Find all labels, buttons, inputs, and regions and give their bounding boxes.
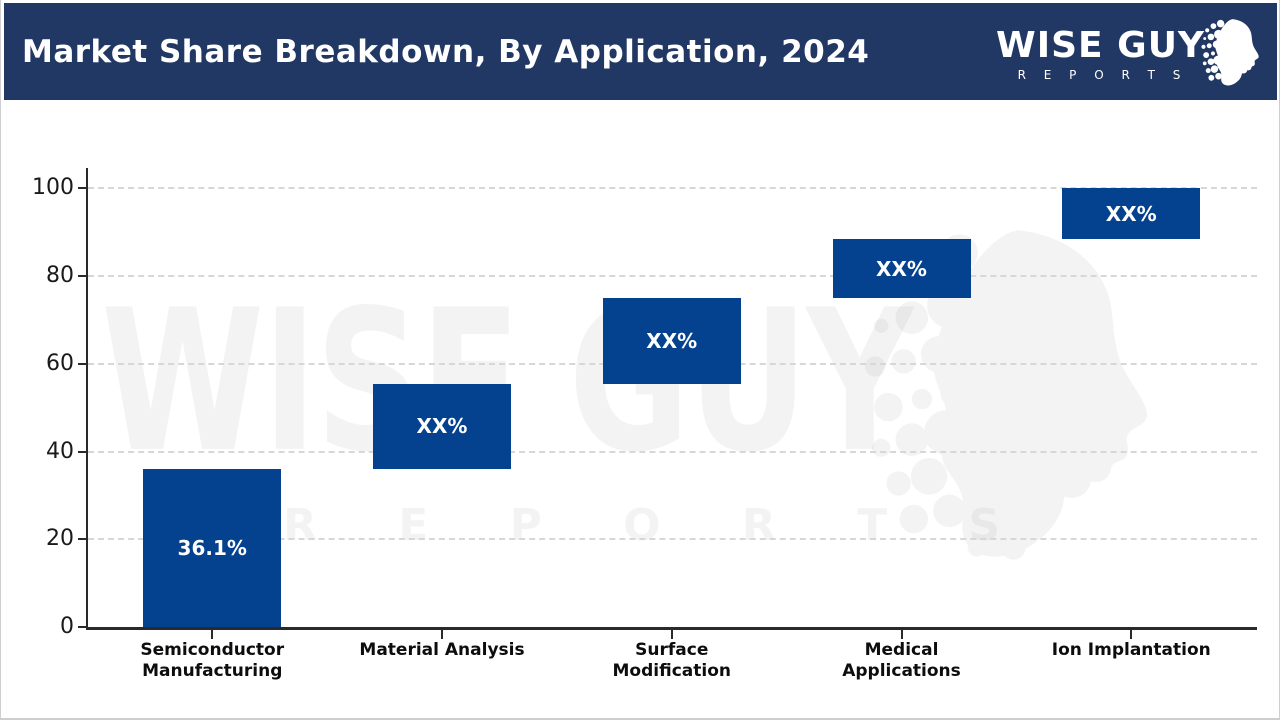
- bar-value-label: XX%: [416, 414, 468, 439]
- bar-value-label: 36.1%: [177, 535, 247, 560]
- logo-wordmark: WISE GUY: [995, 25, 1205, 66]
- x-category-label: Material Analysis: [359, 640, 525, 660]
- y-tick-label: 60: [46, 350, 74, 376]
- x-tick-mark: [1130, 630, 1133, 639]
- bar-value-label: XX%: [876, 256, 927, 281]
- y-tick-mark-40: [78, 450, 87, 453]
- logo-head-profile-dots-icon: [1201, 19, 1259, 86]
- x-tick-mark: [211, 630, 214, 639]
- bar-segment: XX%: [602, 297, 741, 384]
- logo-text: WISE GUY R E P O R T S: [995, 25, 1205, 83]
- bar-value-label: XX%: [646, 328, 698, 353]
- x-category-label: Ion Implantation: [1051, 640, 1211, 660]
- y-tick-label: 0: [60, 614, 74, 639]
- bar-segment: XX%: [1062, 188, 1201, 240]
- x-axis-line: [86, 627, 1257, 630]
- x-category-label: Semiconductor Manufacturing: [140, 640, 285, 682]
- gridline-y-80: [88, 275, 1257, 277]
- header-bar: Market Share Breakdown, By Application, …: [4, 3, 1277, 100]
- y-tick-label: 20: [46, 526, 74, 552]
- y-axis-line: [86, 168, 88, 627]
- bar-segment: 36.1%: [143, 468, 282, 627]
- gridline-y-40: [88, 450, 1257, 453]
- page-title: Market Share Breakdown, By Application, …: [22, 33, 870, 70]
- x-category-label: Surface Modification: [612, 640, 731, 682]
- bar-segment: XX%: [373, 383, 511, 469]
- wise-guy-logo: WISE GUY R E P O R T S: [996, 7, 1263, 99]
- logo-reports-text: R E P O R T S: [1017, 68, 1188, 82]
- gridline-y-20: [88, 538, 1257, 541]
- gridline-y-100: [88, 187, 1257, 190]
- x-tick-mark: [670, 630, 673, 639]
- y-tick-mark-60: [78, 362, 87, 365]
- y-tick-label: 100: [32, 175, 74, 201]
- y-tick-mark-0: [78, 626, 87, 628]
- x-tick-mark: [900, 630, 903, 639]
- y-tick-mark-20: [78, 538, 87, 541]
- bar-value-label: XX%: [1105, 201, 1157, 226]
- y-tick-label: 40: [46, 438, 74, 464]
- x-tick-mark: [441, 630, 443, 639]
- y-tick-mark-100: [78, 187, 87, 190]
- y-tick-mark-80: [78, 275, 87, 277]
- y-tick-label: 80: [46, 263, 74, 288]
- x-category-label: Medical Applications: [842, 640, 961, 682]
- bar-segment: XX%: [832, 239, 971, 298]
